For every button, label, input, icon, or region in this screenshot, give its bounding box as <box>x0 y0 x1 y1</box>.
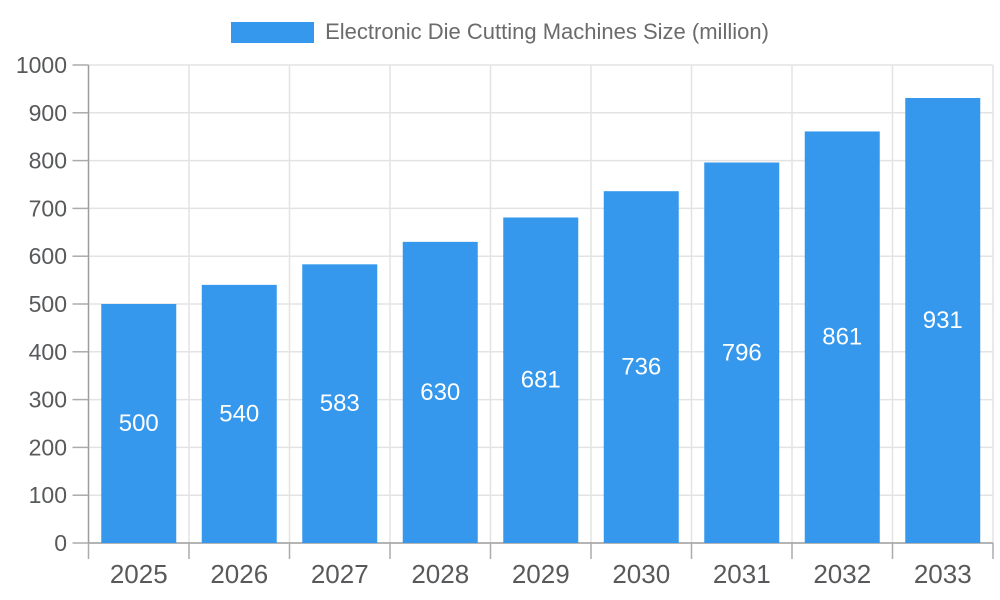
y-tick-label: 600 <box>29 243 67 269</box>
bar-value-label: 583 <box>320 390 360 417</box>
bar-value-label: 500 <box>119 410 159 437</box>
y-tick-label: 800 <box>29 148 67 174</box>
bar-value-label: 796 <box>722 339 762 366</box>
x-tick-label: 2027 <box>311 559 369 589</box>
x-tick-label: 2029 <box>512 559 570 589</box>
y-tick-label: 500 <box>29 291 67 317</box>
bar[interactable] <box>905 97 981 544</box>
bar[interactable] <box>804 131 880 543</box>
bar[interactable] <box>603 191 679 543</box>
bar[interactable] <box>704 162 780 543</box>
bar-value-label: 736 <box>621 354 661 381</box>
y-tick-label: 400 <box>29 339 67 365</box>
y-tick-label: 300 <box>29 387 67 413</box>
x-tick-label: 2031 <box>713 559 771 589</box>
bar-value-label: 861 <box>822 324 862 351</box>
bar[interactable] <box>402 241 478 544</box>
x-tick-label: 2032 <box>813 559 871 589</box>
x-tick-label: 2025 <box>110 559 168 589</box>
bar-value-label: 630 <box>420 379 460 406</box>
legend-swatch <box>231 21 315 43</box>
bar-value-label: 540 <box>219 400 259 427</box>
x-tick-label: 2026 <box>210 559 268 589</box>
legend-label: Electronic Die Cutting Machines Size (mi… <box>325 19 769 44</box>
bar-value-label: 681 <box>521 367 561 394</box>
y-tick-label: 900 <box>29 100 67 126</box>
bar[interactable] <box>101 304 177 543</box>
y-tick-label: 0 <box>54 530 67 556</box>
x-tick-label: 2030 <box>612 559 670 589</box>
y-tick-label: 1000 <box>16 52 67 78</box>
y-tick-label: 200 <box>29 434 67 460</box>
x-tick-label: 2028 <box>411 559 469 589</box>
bar[interactable] <box>302 264 378 543</box>
y-tick-label: 700 <box>29 195 67 221</box>
chart-legend: Electronic Die Cutting Machines Size (mi… <box>0 20 1000 44</box>
bar[interactable] <box>503 217 579 543</box>
bar-value-label: 931 <box>923 307 963 334</box>
x-tick-label: 2033 <box>914 559 972 589</box>
legend-item[interactable]: Electronic Die Cutting Machines Size (mi… <box>231 20 769 44</box>
bar[interactable] <box>201 284 277 543</box>
y-tick-label: 100 <box>29 482 67 508</box>
